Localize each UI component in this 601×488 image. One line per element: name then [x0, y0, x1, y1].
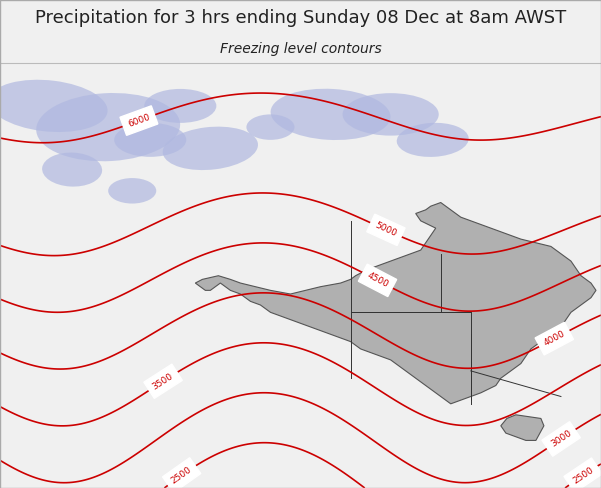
Polygon shape	[195, 203, 596, 404]
Ellipse shape	[270, 89, 391, 140]
Text: 2500: 2500	[169, 465, 194, 486]
Ellipse shape	[114, 123, 186, 157]
Text: Freezing level contours: Freezing level contours	[219, 42, 382, 57]
Polygon shape	[501, 415, 544, 440]
Text: Precipitation for 3 hrs ending Sunday 08 Dec at 8am AWST: Precipitation for 3 hrs ending Sunday 08…	[35, 9, 566, 27]
Text: 5000: 5000	[374, 221, 398, 239]
Ellipse shape	[246, 114, 294, 140]
Text: 3500: 3500	[151, 371, 175, 391]
Text: 6000: 6000	[127, 112, 151, 129]
Ellipse shape	[144, 89, 216, 123]
Text: 3000: 3000	[549, 429, 573, 449]
Ellipse shape	[343, 93, 439, 136]
Ellipse shape	[163, 126, 258, 170]
Text: 4500: 4500	[365, 271, 389, 289]
Ellipse shape	[397, 123, 469, 157]
Ellipse shape	[42, 153, 102, 186]
Ellipse shape	[108, 178, 156, 203]
Text: 2500: 2500	[571, 465, 595, 486]
Text: 4000: 4000	[542, 329, 567, 348]
Ellipse shape	[0, 80, 108, 132]
Ellipse shape	[36, 93, 180, 161]
